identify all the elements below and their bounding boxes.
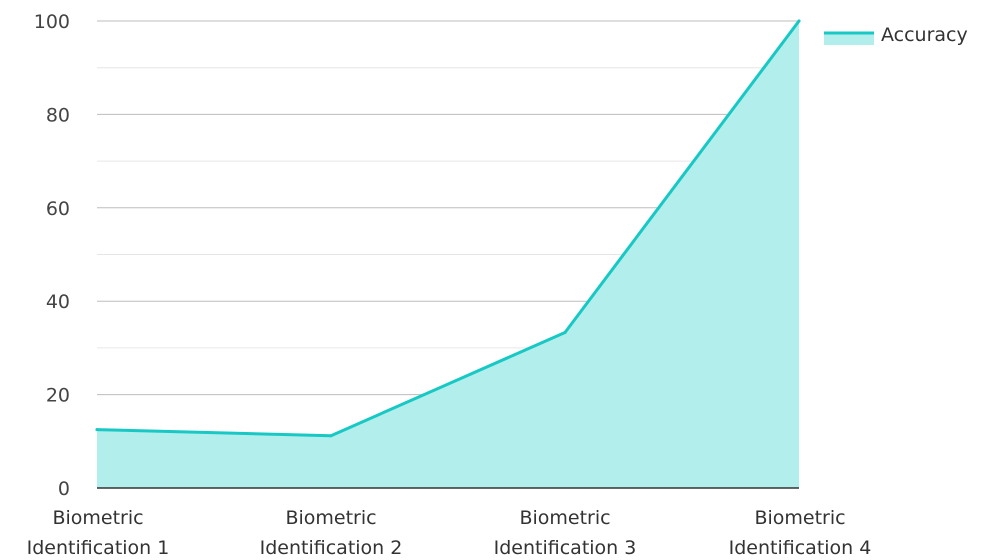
x-tick-label-group-1: Biometric Identification 1 — [27, 507, 170, 559]
legend: Accuracy — [824, 24, 968, 46]
series-line-accuracy — [95, 19, 801, 438]
area-fill-accuracy — [97, 21, 799, 488]
grid-layer — [97, 20, 799, 442]
y-tick-label-0: 0 — [58, 478, 70, 500]
x-tick-label-1-line-1: Biometric — [52, 507, 143, 529]
y-tick-label-40: 40 — [46, 291, 70, 313]
y-tick-label-60: 60 — [46, 198, 70, 220]
x-tick-label-group-4: Biometric Identification 4 — [729, 507, 872, 559]
y-tick-label-20: 20 — [46, 385, 70, 407]
x-tick-label-2-line-2: Identification 2 — [260, 537, 403, 559]
x-tick-label-3-line-1: Biometric — [519, 507, 610, 529]
x-tick-label-2-line-1: Biometric — [285, 507, 376, 529]
area-layer — [97, 21, 799, 488]
y-tick-labels: 0 20 40 60 80 100 — [34, 11, 70, 500]
x-tick-label-4-line-1: Biometric — [754, 507, 845, 529]
data-point-1 — [95, 428, 99, 432]
data-point-2 — [329, 434, 333, 438]
y-tick-label-100: 100 — [34, 11, 70, 33]
data-point-4 — [797, 19, 801, 23]
legend-label-accuracy: Accuracy — [881, 24, 968, 46]
x-tick-label-group-2: Biometric Identification 2 — [260, 507, 403, 559]
y-tick-label-80: 80 — [46, 104, 70, 126]
x-tick-label-4-line-2: Identification 4 — [729, 537, 872, 559]
legend-swatch-accuracy — [824, 33, 874, 45]
x-tick-label-3-line-2: Identification 3 — [494, 537, 637, 559]
x-tick-labels: Biometric Identification 1 Biometric Identi… — [27, 507, 872, 559]
x-tick-label-group-3: Biometric Identification 3 — [494, 507, 637, 559]
data-point-3 — [563, 330, 567, 334]
line-layer — [95, 19, 801, 438]
x-tick-label-1-line-2: Identification 1 — [27, 537, 170, 559]
